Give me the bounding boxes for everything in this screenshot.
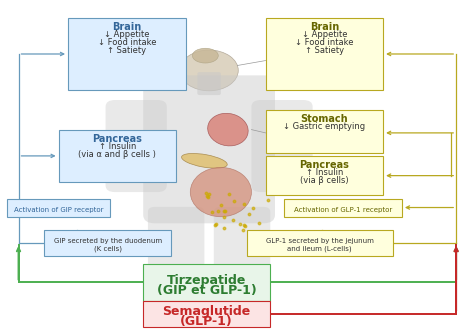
FancyBboxPatch shape (265, 18, 383, 90)
FancyBboxPatch shape (143, 75, 275, 223)
Circle shape (180, 50, 238, 91)
Text: (K cells): (K cells) (94, 246, 122, 252)
Text: (GIP et GLP-1): (GIP et GLP-1) (157, 284, 256, 297)
Ellipse shape (182, 154, 227, 168)
FancyBboxPatch shape (58, 130, 176, 182)
FancyBboxPatch shape (143, 264, 270, 301)
Text: (GLP-1): (GLP-1) (181, 315, 233, 328)
Text: ↑ Insulin: ↑ Insulin (306, 168, 343, 177)
Text: Pancreas: Pancreas (300, 160, 349, 170)
Text: GLP-1 secreted by the jejunum: GLP-1 secreted by the jejunum (266, 238, 374, 244)
Text: ↓ Gastric emptying: ↓ Gastric emptying (283, 122, 365, 132)
Ellipse shape (190, 167, 251, 217)
Text: Tirzepatide: Tirzepatide (167, 274, 246, 287)
FancyBboxPatch shape (148, 207, 204, 312)
FancyBboxPatch shape (214, 207, 270, 312)
Text: ↓ Appetite: ↓ Appetite (301, 30, 347, 39)
FancyBboxPatch shape (68, 18, 186, 90)
Text: ↓ Food intake: ↓ Food intake (98, 38, 156, 47)
Ellipse shape (208, 113, 248, 146)
Text: (via β cells): (via β cells) (300, 176, 349, 185)
Text: Activation of GIP receptor: Activation of GIP receptor (14, 207, 103, 213)
Text: ↑ Insulin: ↑ Insulin (99, 142, 136, 151)
FancyBboxPatch shape (251, 100, 313, 192)
Text: GIP secreted by the duodenum: GIP secreted by the duodenum (54, 238, 162, 244)
Text: ↓ Food intake: ↓ Food intake (295, 38, 354, 47)
FancyBboxPatch shape (265, 156, 383, 195)
FancyBboxPatch shape (265, 110, 383, 153)
Text: Brain: Brain (310, 22, 339, 32)
Text: Semaglutide: Semaglutide (163, 305, 251, 318)
FancyBboxPatch shape (143, 301, 270, 327)
Text: and ileum (L-cells): and ileum (L-cells) (287, 246, 352, 252)
FancyBboxPatch shape (106, 100, 167, 192)
Text: Brain: Brain (112, 22, 141, 32)
Text: ↓ Appetite: ↓ Appetite (104, 30, 149, 39)
Text: Stomach: Stomach (301, 114, 348, 124)
FancyBboxPatch shape (247, 230, 392, 256)
FancyBboxPatch shape (7, 199, 110, 217)
Ellipse shape (192, 48, 218, 63)
FancyBboxPatch shape (284, 199, 402, 217)
Text: Activation of GLP-1 receptor: Activation of GLP-1 receptor (294, 207, 392, 213)
FancyBboxPatch shape (45, 230, 172, 256)
Text: ↑ Satiety: ↑ Satiety (305, 46, 344, 55)
Text: Pancreas: Pancreas (92, 134, 142, 144)
Text: ↑ Satiety: ↑ Satiety (107, 46, 146, 55)
Text: (via α and β cells ): (via α and β cells ) (78, 150, 156, 159)
FancyBboxPatch shape (197, 72, 221, 95)
